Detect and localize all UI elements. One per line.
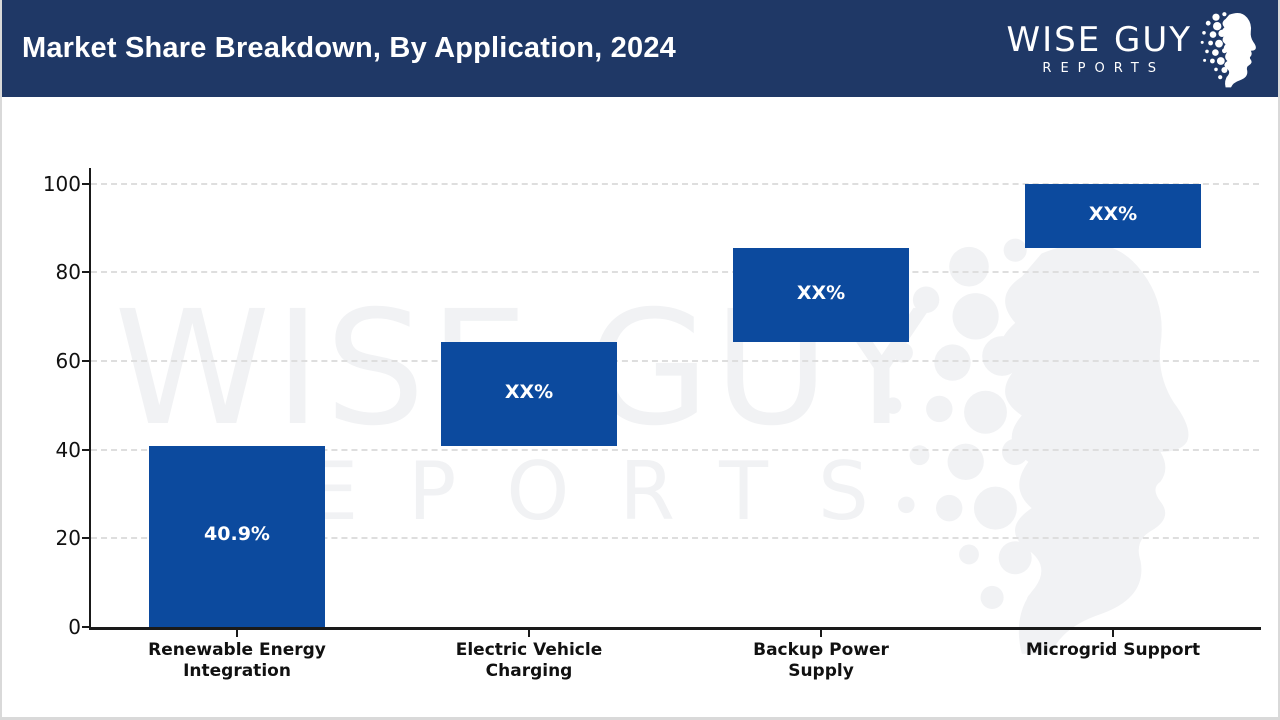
bar-renewable-energy-integration (149, 445, 325, 627)
bar-value-label: XX% (1088, 202, 1138, 225)
y-axis-tick-mark (82, 182, 90, 185)
y-axis-tick-label: 80 (55, 260, 81, 285)
logo-subtitle: REPORTS (1042, 60, 1166, 76)
category-label-microgrid-support: Microgrid Support (1025, 640, 1201, 660)
x-axis-tick-mark (528, 630, 530, 637)
bar-microgrid-support (1025, 183, 1201, 249)
bar-value-label: XX% (504, 380, 554, 403)
y-axis-tick-mark (82, 271, 90, 274)
x-axis-tick-mark (820, 630, 822, 637)
y-axis-line (89, 168, 91, 627)
header-bar: Market Share Breakdown, By Application, … (2, 0, 1278, 97)
category-label-electric-vehicle-charging: Electric Vehicle Charging (455, 640, 603, 681)
y-axis-tick-label: 60 (55, 348, 81, 373)
chart-body: WISE GUY REPORTS 0 20 40 60 80 100 40.9% Renewa… (2, 97, 1278, 717)
bar-backup-power-supply (733, 248, 909, 343)
wise-guy-reports-logo: WISE GUY REPORTS (1006, 10, 1258, 88)
logo-wordmark: WISE GUY (1006, 19, 1192, 60)
logo-text: WISE GUY REPORTS (1006, 23, 1192, 75)
y-axis-tick-label: 40 (55, 437, 81, 462)
category-label-backup-power-supply: Backup Power Supply (753, 640, 889, 681)
bar-electric-vehicle-charging (441, 342, 617, 446)
y-axis-tick-mark (82, 537, 90, 540)
x-axis-tick-mark (1112, 630, 1114, 637)
y-axis-tick-label: 100 (42, 171, 81, 196)
gridline-80 (91, 271, 1259, 274)
gridline-40 (91, 448, 1259, 451)
gridline-20 (91, 537, 1259, 540)
x-axis-tick-mark (236, 630, 238, 637)
x-axis-line (89, 627, 1261, 630)
y-axis-tick-label: 0 (68, 615, 81, 639)
gridline-100 (91, 182, 1259, 185)
bar-value-label: 40.9% (204, 523, 270, 546)
bar-value-label: XX% (796, 282, 846, 305)
y-axis-tick-label: 20 (55, 526, 81, 551)
y-axis-tick-mark (82, 626, 90, 628)
y-axis-tick-mark (82, 359, 90, 362)
gridline-60 (91, 359, 1259, 362)
category-label-renewable-energy-integration: Renewable Energy Integration (148, 640, 326, 681)
y-axis-tick-mark (82, 448, 90, 451)
chart-title: Market Share Breakdown, By Application, … (22, 32, 676, 64)
